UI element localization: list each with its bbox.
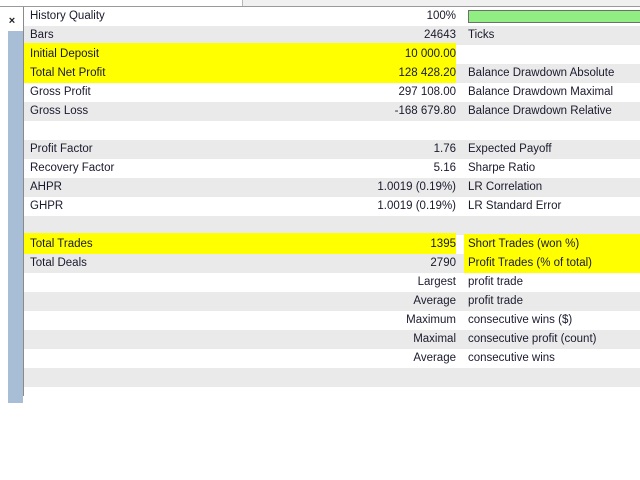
table-row[interactable]: Profit Factor 1.76 Expected Payoff	[24, 140, 640, 159]
metric-name: Recovery Factor	[30, 162, 115, 174]
metric-value: 1.0019 (0.19%)	[377, 200, 456, 212]
metric-name-secondary: consecutive profit (count)	[468, 333, 597, 345]
metric-name-secondary: consecutive wins ($)	[468, 314, 573, 326]
metric-name: History Quality	[30, 10, 105, 22]
metric-name-secondary: Balance Drawdown Relative	[468, 105, 612, 117]
table-row[interactable]: Recovery Factor 5.16 Sharpe Ratio	[24, 159, 640, 178]
metric-name-secondary: Ticks	[468, 29, 495, 41]
metric-name: Bars	[30, 29, 54, 41]
metric-name: Total Net Profit	[30, 67, 106, 79]
table-row[interactable]: GHPR 1.0019 (0.19%) LR Standard Error	[24, 197, 640, 216]
metric-name-secondary: Profit Trades (% of total)	[468, 257, 592, 269]
table-row[interactable]: Initial Deposit 10 000.00	[24, 43, 640, 64]
vertical-tab-strip[interactable]	[8, 31, 23, 403]
table-row[interactable]: Maximum consecutive wins ($)	[24, 311, 640, 330]
metric-value: 1395	[430, 238, 456, 250]
table-row[interactable]: Total Trades 1395 Short Trades (won %)	[24, 233, 640, 254]
metric-name-secondary: Balance Drawdown Maximal	[468, 86, 614, 98]
table-row[interactable]: Total Net Profit 128 428.20 Balance Drawdo…	[24, 62, 640, 83]
table-row[interactable]: Bars 24643 Ticks	[24, 26, 640, 45]
table-row[interactable]	[24, 121, 640, 140]
table-row[interactable]: Average consecutive wins	[24, 349, 640, 368]
table-row[interactable]	[24, 368, 640, 387]
metric-name-secondary: Sharpe Ratio	[468, 162, 536, 174]
metric-name: Gross Loss	[30, 105, 89, 117]
metric-value: Maximum	[406, 314, 456, 326]
table-row[interactable]: Average profit trade	[24, 292, 640, 311]
metric-value: 24643	[424, 29, 456, 41]
table-row[interactable]: Largest profit trade	[24, 273, 640, 292]
metric-name-secondary: consecutive wins	[468, 352, 555, 364]
metric-value: Average	[413, 295, 456, 307]
metric-name: GHPR	[30, 200, 64, 212]
metric-name: Gross Profit	[30, 86, 91, 98]
metric-value: 128 428.20	[398, 67, 456, 79]
metric-name: Initial Deposit	[30, 48, 100, 60]
metric-value: 10 000.00	[404, 48, 456, 60]
metric-value: 5.16	[433, 162, 456, 174]
metric-name: Total Deals	[30, 257, 87, 269]
metric-value: 1.76	[433, 143, 456, 155]
metric-value: 1.0019 (0.19%)	[377, 181, 456, 193]
table-row[interactable]: History Quality 100%	[24, 7, 640, 26]
metric-value: 100%	[426, 10, 456, 22]
metric-value: Average	[413, 352, 456, 364]
metric-name-secondary: Balance Drawdown Absolute	[468, 67, 615, 79]
metric-name-secondary: profit trade	[468, 295, 523, 307]
table-row[interactable]: AHPR 1.0019 (0.19%) LR Correlation	[24, 178, 640, 197]
active-tab-strip[interactable]	[0, 0, 243, 6]
metric-name-secondary: profit trade	[468, 276, 523, 288]
window-chrome-strip	[0, 0, 640, 7]
table-row[interactable]	[24, 387, 640, 396]
left-tab-rail: ×	[0, 7, 23, 403]
table-row[interactable]: Maximal consecutive profit (count)	[24, 330, 640, 349]
history-quality-bar	[468, 10, 640, 23]
results-grid[interactable]: History Quality 100% Bars 24643 Ticks Initial…	[23, 7, 640, 396]
metric-value: 2790	[430, 257, 456, 269]
metric-name-secondary: Expected Payoff	[468, 143, 552, 155]
close-icon[interactable]: ×	[8, 15, 16, 27]
metric-value: 297 108.00	[398, 86, 456, 98]
metric-name-secondary: Short Trades (won %)	[468, 238, 580, 250]
metric-value: -168 679.80	[394, 105, 456, 117]
metric-name: Total Trades	[30, 238, 93, 250]
metric-value: Largest	[417, 276, 456, 288]
history-quality-fill	[469, 11, 640, 22]
metric-name-secondary: LR Standard Error	[468, 200, 562, 212]
metric-name-secondary: LR Correlation	[468, 181, 543, 193]
table-row[interactable]: Gross Profit 297 108.00 Balance Drawdown M…	[24, 83, 640, 102]
metric-value: Maximal	[413, 333, 456, 345]
metric-name: Profit Factor	[30, 143, 93, 155]
strategy-tester-panel: × History Quality 100% Bars 24643 Ticks Initi…	[0, 0, 640, 403]
table-row[interactable]: Gross Loss -168 679.80 Balance Drawdown Re…	[24, 102, 640, 121]
table-row[interactable]: Total Deals 2790 Profit Trades (% of total…	[24, 253, 640, 273]
table-row[interactable]	[24, 216, 640, 235]
metric-name: AHPR	[30, 181, 62, 193]
